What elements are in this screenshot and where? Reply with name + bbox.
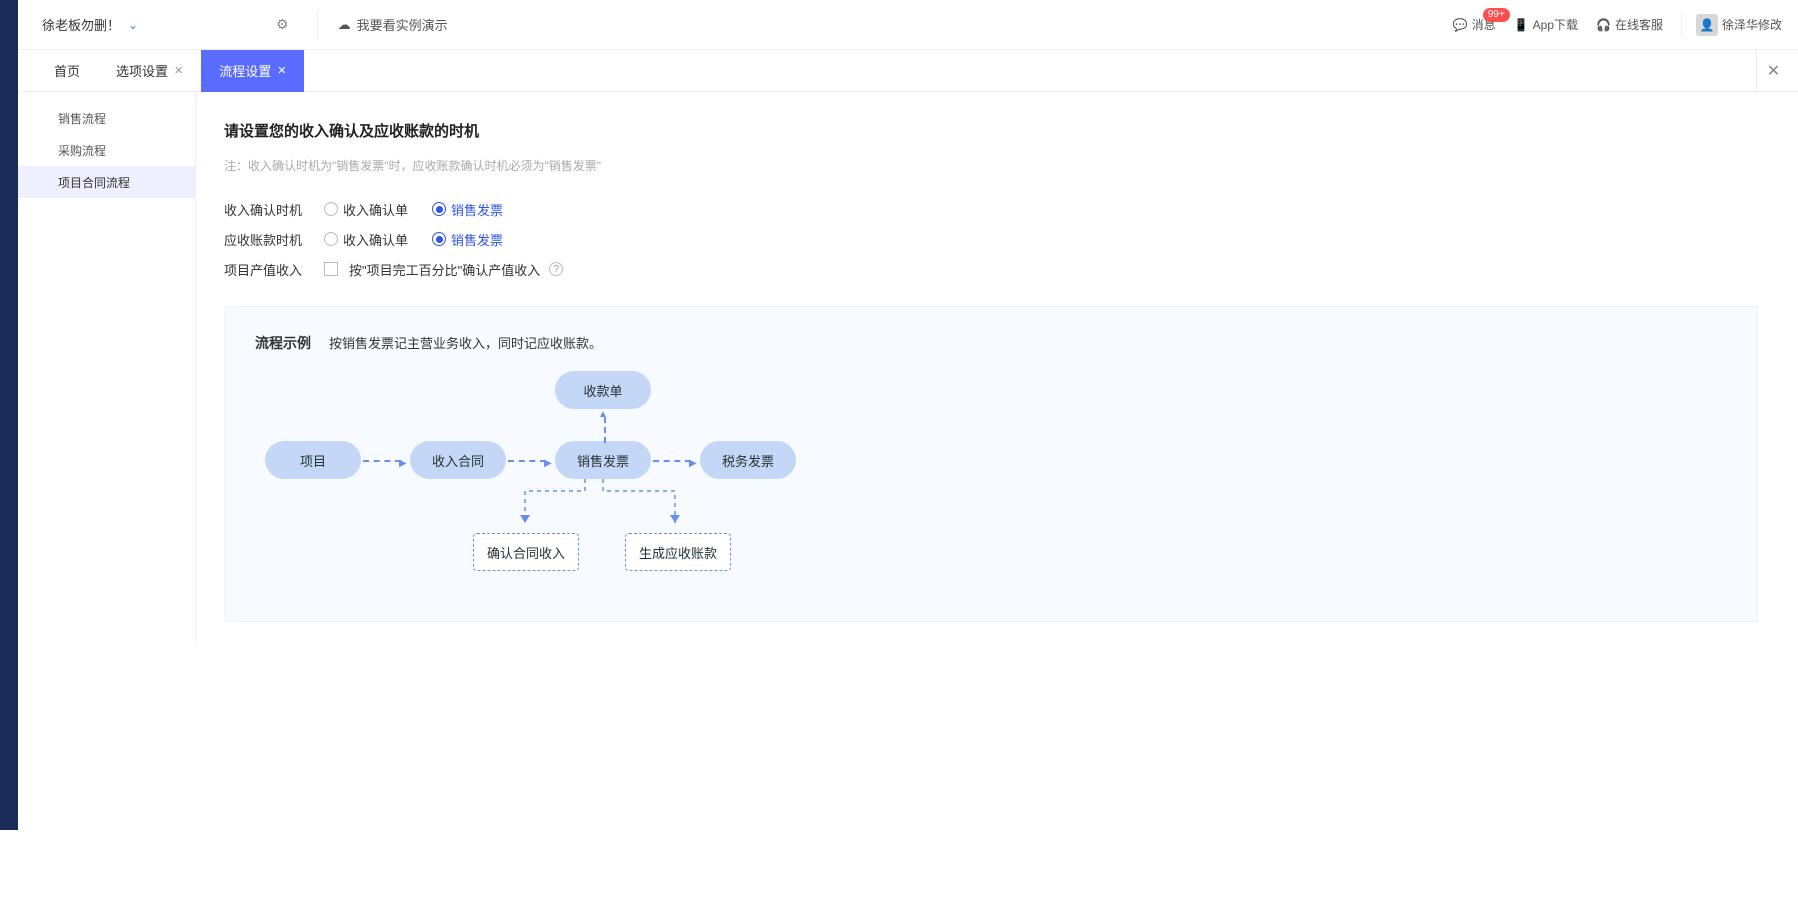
arrow-icon: [525, 479, 605, 539]
top-bar: 徐老板勿删！ ⌄ ⚙ ☁ 我要看实例演示 💬 消息 99+ 📱 App下载: [18, 0, 1798, 50]
demo-link-label: 我要看实例演示: [357, 15, 448, 34]
flow-diagram: 收款单 项目 收入合同 销售发票 税务发票: [255, 371, 1015, 581]
flow-node-income-contract: 收入合同: [410, 441, 506, 479]
flow-node-sales-invoice: 销售发票: [555, 441, 651, 479]
demo-link[interactable]: ☁ 我要看实例演示: [317, 11, 448, 39]
radio-income-confirm[interactable]: 收入确认单: [324, 200, 408, 219]
radio-label: 销售发票: [451, 200, 503, 219]
gear-icon[interactable]: ⚙: [276, 16, 289, 33]
sidebar-item-label: 销售流程: [58, 110, 106, 127]
tab-home[interactable]: 首页: [36, 50, 98, 92]
example-desc: 按销售发票记主营业务收入，同时记应收账款。: [329, 333, 602, 352]
flow-node-label: 税务发票: [722, 451, 774, 470]
sidebar-item-label: 项目合同流程: [58, 174, 130, 191]
tab-options[interactable]: 选项设置 ✕: [98, 50, 201, 92]
form-row-income-timing: 收入确认时机 收入确认单 销售发票: [224, 194, 1758, 224]
form-label: 项目产值收入: [224, 260, 324, 279]
page-title: 请设置您的收入确认及应收账款的时机: [224, 120, 1758, 141]
tab-home-label: 首页: [54, 61, 80, 80]
collapsed-left-rail[interactable]: [0, 0, 18, 830]
avatar-icon: 👤: [1696, 14, 1718, 36]
flow-example-panel: 流程示例 按销售发票记主营业务收入，同时记应收账款。 收款单 项目: [224, 306, 1758, 622]
messages-badge: 99+: [1483, 8, 1510, 22]
flow-node-project: 项目: [265, 441, 361, 479]
app-download-label: App下载: [1533, 16, 1578, 33]
arrow-icon: [363, 453, 407, 469]
radio-icon: [432, 232, 446, 246]
arrow-icon: [603, 479, 683, 539]
radio-income-invoice[interactable]: 销售发票: [432, 200, 503, 219]
form-row-project-output: 项目产值收入 按"项目完工百分比"确认产值收入 ?: [224, 254, 1758, 284]
sidebar-item-label: 采购流程: [58, 142, 106, 159]
checkbox-icon: [324, 262, 338, 276]
username-label: 徐泽华修改: [1722, 16, 1782, 33]
side-nav: 销售流程 采购流程 项目合同流程: [18, 92, 196, 642]
flow-node-tax-invoice: 税务发票: [700, 441, 796, 479]
radio-icon: [432, 202, 446, 216]
radio-icon: [324, 232, 338, 246]
example-heading: 流程示例: [255, 333, 311, 353]
radio-ar-confirm[interactable]: 收入确认单: [324, 230, 408, 249]
page-note: 注：收入确认时机为"销售发票"时，应收账款确认时机必须为"销售发票": [224, 157, 1758, 174]
online-support-button[interactable]: 🎧 在线客服: [1596, 16, 1663, 33]
flow-node-label: 项目: [300, 451, 326, 470]
headset-icon: 🎧: [1596, 18, 1611, 32]
tab-flow-settings[interactable]: 流程设置 ✕: [201, 50, 304, 92]
form-label: 应收账款时机: [224, 230, 324, 249]
phone-icon: 📱: [1514, 18, 1529, 32]
help-icon[interactable]: ?: [549, 262, 563, 276]
sidebar-item-sales[interactable]: 销售流程: [18, 102, 195, 134]
radio-label: 收入确认单: [343, 200, 408, 219]
checkbox-percent-complete[interactable]: 按"项目完工百分比"确认产值收入 ?: [324, 260, 563, 279]
messages-button[interactable]: 💬 消息 99+: [1453, 16, 1496, 33]
sidebar-item-purchase[interactable]: 采购流程: [18, 134, 195, 166]
flow-node-label: 确认合同收入: [487, 543, 565, 562]
account-selector[interactable]: 徐老板勿删！ ⌄: [42, 15, 272, 34]
tab-options-label: 选项设置: [116, 61, 168, 80]
tabs-row: 首页 选项设置 ✕ 流程设置 ✕ ✕: [18, 50, 1798, 92]
chevron-down-icon: ⌄: [128, 18, 138, 32]
arrow-icon: [603, 409, 608, 443]
arrow-icon: [508, 453, 552, 469]
message-icon: 💬: [1453, 18, 1468, 32]
top-actions: 💬 消息 99+ 📱 App下载 🎧 在线客服 👤 徐泽华修改: [1453, 14, 1782, 36]
radio-label: 销售发票: [451, 230, 503, 249]
close-icon[interactable]: ✕: [277, 64, 286, 77]
checkbox-label: 按"项目完工百分比"确认产值收入: [349, 260, 540, 279]
sidebar-item-project-contract[interactable]: 项目合同流程: [18, 166, 195, 198]
account-name: 徐老板勿删！: [42, 15, 120, 34]
main-content: 请设置您的收入确认及应收账款的时机 注：收入确认时机为"销售发票"时，应收账款确…: [196, 92, 1798, 642]
user-menu[interactable]: 👤 徐泽华修改: [1681, 14, 1782, 36]
tab-flow-label: 流程设置: [219, 61, 271, 80]
flow-node-label: 生成应收账款: [639, 543, 717, 562]
radio-icon: [324, 202, 338, 216]
radio-ar-invoice[interactable]: 销售发票: [432, 230, 503, 249]
radio-label: 收入确认单: [343, 230, 408, 249]
cloud-icon: ☁: [338, 17, 351, 33]
form-label: 收入确认时机: [224, 200, 324, 219]
arrow-icon: [653, 453, 697, 469]
close-all-tabs-button[interactable]: ✕: [1756, 50, 1790, 92]
flow-node-label: 收款单: [583, 381, 622, 400]
close-icon[interactable]: ✕: [174, 64, 183, 77]
flow-node-label: 销售发票: [577, 451, 629, 470]
form-row-ar-timing: 应收账款时机 收入确认单 销售发票: [224, 224, 1758, 254]
online-support-label: 在线客服: [1615, 16, 1663, 33]
flow-node-label: 收入合同: [432, 451, 484, 470]
flow-node-receipt: 收款单: [555, 371, 651, 409]
app-download-button[interactable]: 📱 App下载: [1514, 16, 1578, 33]
